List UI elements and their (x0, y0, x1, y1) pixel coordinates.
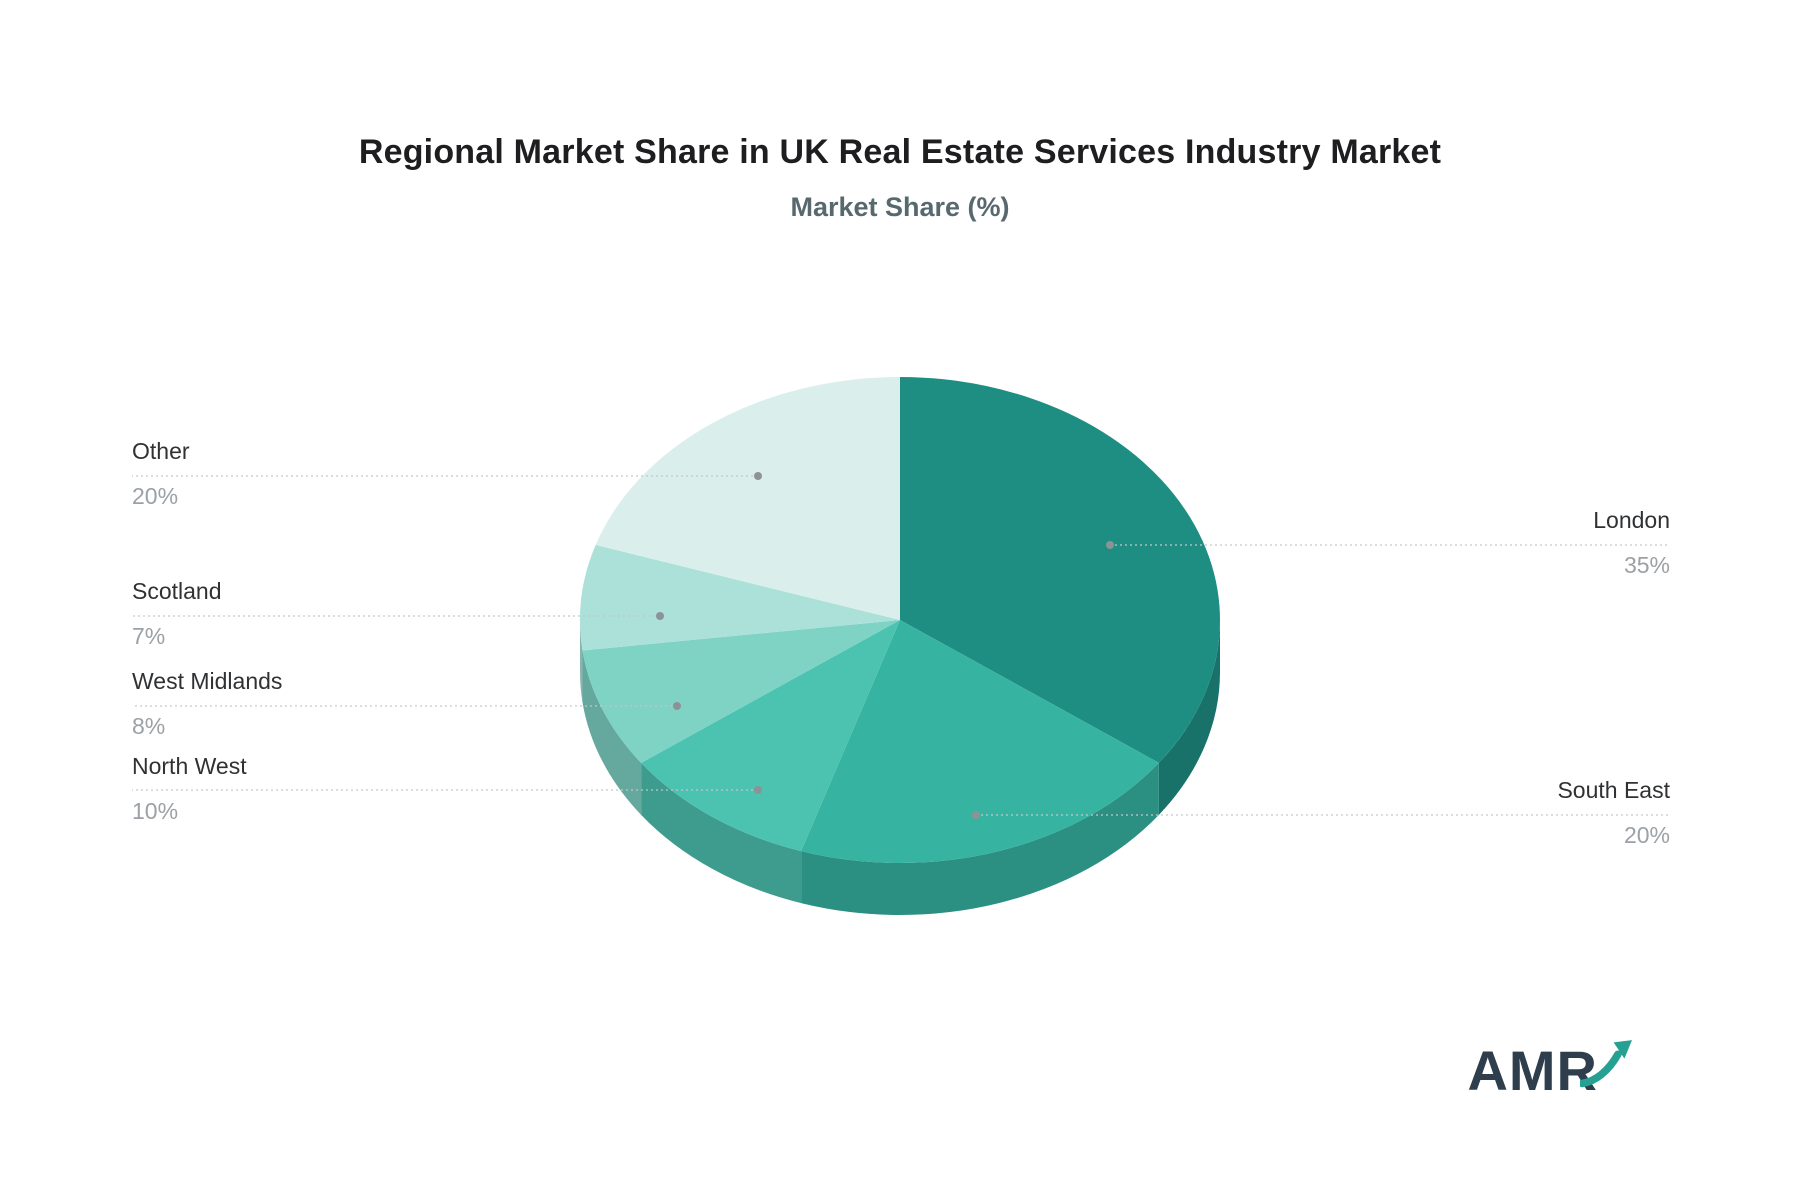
leader-dot-scotland (656, 612, 664, 620)
slice-label-other: Other 20% (132, 437, 190, 510)
slice-side-south-east (801, 762, 1159, 915)
leader-dot-other (754, 472, 762, 480)
slice-label-value: 10% (132, 798, 179, 824)
slice-label-value: 35% (1623, 552, 1670, 578)
slice-label-value: 20% (132, 483, 179, 509)
leader-dot-west-midlands (673, 702, 681, 710)
amr-logo-text: AMR (1467, 1039, 1598, 1102)
slice-label-name: Other (132, 438, 190, 464)
slice-side-west-midlands (582, 650, 642, 815)
slice-north-west[interactable] (641, 620, 900, 852)
slice-west-midlands[interactable] (582, 620, 900, 763)
slice-label-value: 8% (132, 713, 166, 739)
slice-label-name: London (1593, 507, 1670, 533)
slice-south-east[interactable] (801, 620, 1159, 864)
slice-label-name: South East (1557, 777, 1670, 803)
slice-side-london (1158, 620, 1220, 815)
chart-title: Regional Market Share in UK Real Estate … (358, 133, 1442, 171)
logo-arrow-icon (1580, 1039, 1632, 1087)
amr-logo: AMR (1467, 1038, 1632, 1103)
slice-label-south-east: South East 20% (1557, 776, 1670, 849)
leader-dot-north-west (754, 786, 762, 794)
slice-side-north-west (641, 762, 802, 904)
slice-scotland[interactable] (580, 544, 900, 651)
slice-label-london: London 35% (1593, 506, 1670, 579)
slice-other[interactable] (595, 377, 900, 620)
chart-subtitle: Market Share (%) (790, 192, 1010, 222)
slice-label-name: Scotland (132, 578, 222, 604)
slice-label-name: North West (132, 753, 247, 779)
slice-london[interactable] (900, 377, 1220, 763)
slice-label-name: West Midlands (132, 668, 283, 694)
slice-label-value: 7% (132, 623, 166, 649)
leader-dot-london (1106, 541, 1114, 549)
leader-dot-south-east (972, 811, 980, 819)
slice-side-scotland (580, 620, 583, 703)
slice-label-scotland: Scotland 7% (132, 577, 222, 650)
slice-label-west-midlands: West Midlands 8% (132, 667, 282, 740)
slice-label-north-west: North West 10% (132, 752, 247, 825)
slice-label-value: 20% (1623, 822, 1670, 848)
